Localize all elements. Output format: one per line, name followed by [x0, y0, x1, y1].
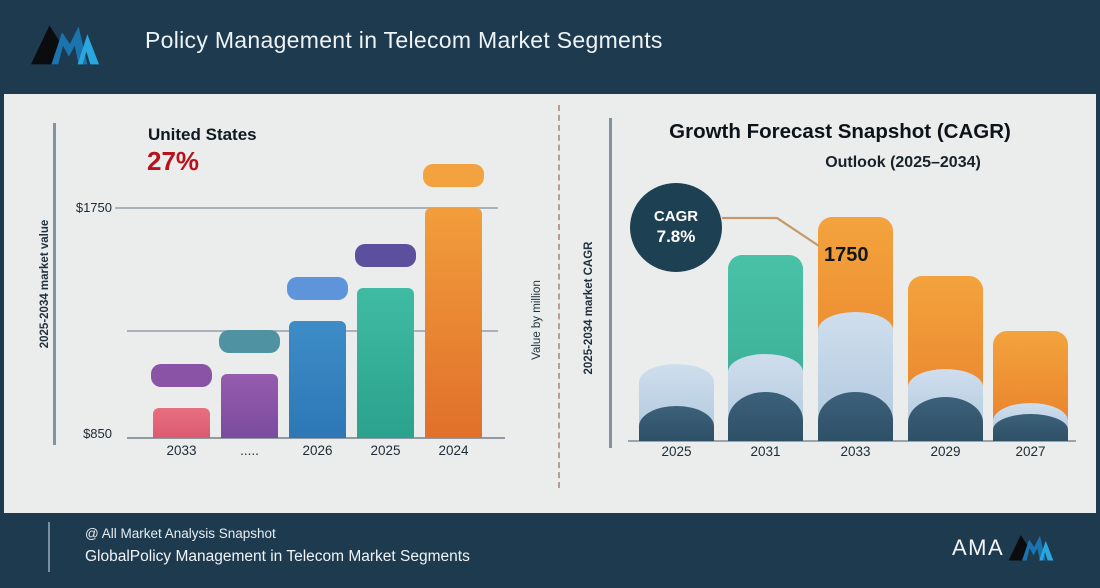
footer-divider: [48, 522, 50, 572]
left-right-axis-label: Value by million: [531, 280, 543, 360]
ama-logo-icon: [30, 25, 100, 65]
segment-2029-navy: [908, 397, 983, 441]
bar-2033: [153, 408, 210, 438]
x-label-2026: 2026: [302, 443, 333, 458]
right-chart-subtitle: Outlook (2025–2034): [825, 154, 981, 171]
cagr-badge: CAGR 7.8%: [630, 183, 722, 272]
bar-2025: [357, 288, 414, 438]
right-y-axis-label: 2025-2034 market CAGR: [583, 241, 595, 375]
chart-divider: [558, 105, 560, 488]
footer-ama-logo-icon: [1008, 535, 1054, 561]
cagr-badge-label: CAGR: [653, 208, 699, 225]
left-y-axis-line: [53, 123, 56, 445]
segment-2025-navy: [639, 406, 714, 441]
bar-2026: [289, 321, 346, 438]
ama-logo: [30, 12, 100, 74]
page-title: Policy Management in Telecom Market Segm…: [145, 27, 663, 53]
right-y-axis-line: [609, 118, 612, 448]
bar-cap-2033: [151, 364, 212, 387]
left-tick-850: $850: [83, 426, 112, 441]
right-chart-title: Growth Forecast Snapshot (CAGR): [669, 120, 1011, 143]
bar-cap-2026: [287, 277, 348, 300]
left-percent-value: 27%: [147, 146, 200, 176]
bar-cap-2024: [423, 164, 484, 187]
x-label-2027: 2027: [1015, 444, 1046, 459]
left-region-label: United States: [148, 125, 257, 144]
footer-ama-logo: [1008, 530, 1054, 568]
x-label-2031: 2031: [750, 444, 781, 459]
left-y-axis-label: 2025-2034 market value: [39, 219, 51, 349]
x-label-2033: 2033: [166, 443, 197, 458]
segment-2033-navy: [818, 392, 893, 441]
footer-brand-text: AMA: [952, 535, 1005, 560]
bar-cap-2025: [355, 244, 416, 267]
footer-title-text: GlobalPolicy Management in Telecom Marke…: [85, 548, 470, 565]
x-label-2033: 2033: [840, 444, 871, 459]
bar-2024: [425, 208, 482, 438]
x-label-2025: 2025: [661, 444, 692, 459]
segment-2031-navy: [728, 392, 803, 441]
x-label-2029: 2029: [930, 444, 961, 459]
footer-snapshot-text: @ All Market Analysis Snapshot: [85, 526, 276, 541]
x-label-2025: 2025: [370, 443, 401, 458]
segment-2027-navy: [993, 414, 1068, 441]
left-x-axis-line: [127, 437, 505, 439]
x-label-.....: .....: [240, 443, 259, 458]
x-label-2024: 2024: [438, 443, 469, 458]
value-callout-1750: 1750: [824, 244, 869, 266]
bar-.....: [221, 374, 278, 438]
gridline-1750: [115, 207, 498, 209]
left-tick-1750: $1750: [75, 200, 112, 215]
cagr-badge-value: 7.8%: [656, 227, 696, 246]
bar-cap-.....: [219, 330, 280, 353]
